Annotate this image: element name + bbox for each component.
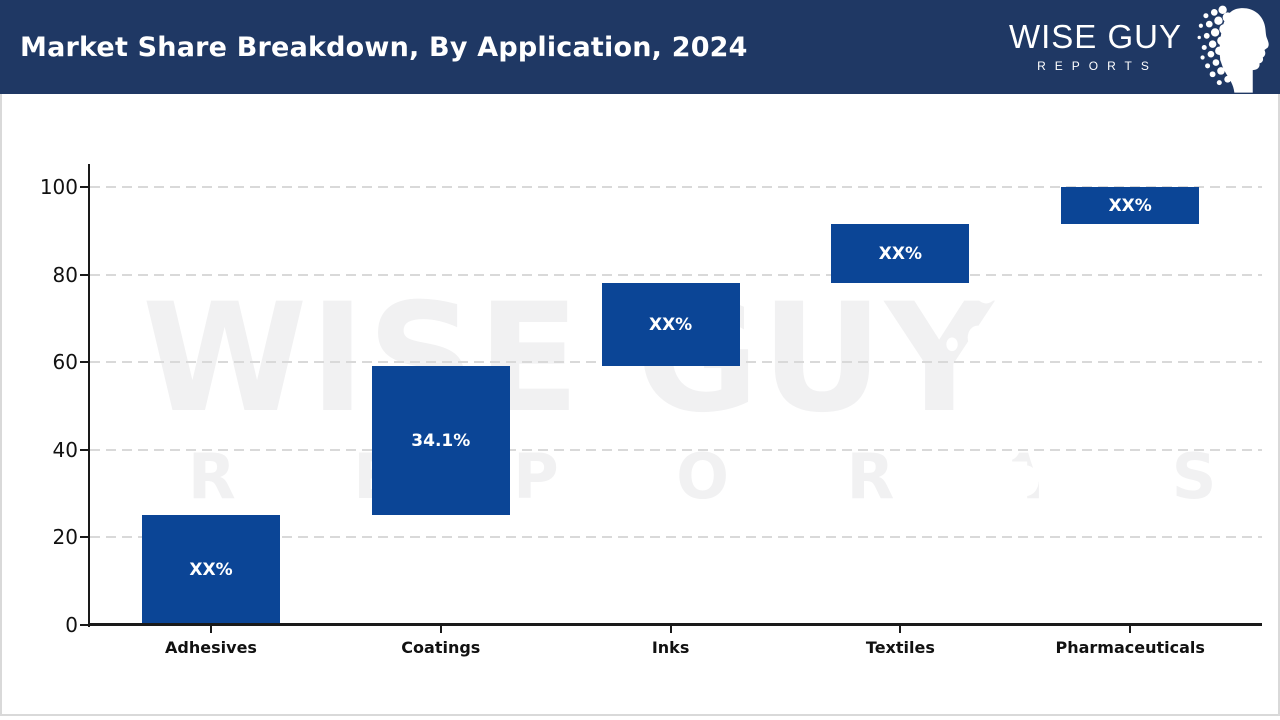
gridline — [90, 448, 1262, 451]
logo-text: WISE GUY REPORTS — [1009, 18, 1182, 73]
gridline — [90, 185, 1262, 188]
logo-wordmark: WISE GUY — [1008, 18, 1182, 55]
watermark-head-icon — [946, 214, 1185, 570]
bar-inks: XX% — [601, 283, 740, 367]
x-axis-tick — [899, 626, 902, 633]
wise-guy-logo: WISE GUY REPORTS — [1009, 0, 1270, 94]
x-axis-tick-label: Adhesives — [165, 638, 257, 657]
x-axis-tick-label: Coatings — [401, 638, 481, 657]
y-axis-tick — [80, 273, 88, 276]
logo-subtext: REPORTS — [1037, 59, 1158, 73]
x-axis-tick-label: Pharmaceuticals — [1055, 638, 1205, 657]
bar-value-label: XX% — [1108, 195, 1152, 216]
y-axis-tick-label: 40 — [52, 437, 78, 462]
watermark-wordmark: WISE GUY — [142, 272, 996, 446]
y-axis-tick — [80, 185, 88, 188]
y-axis-tick-label: 0 — [65, 613, 78, 637]
bar-coatings: 34.1% — [371, 366, 510, 516]
bar-value-label: XX% — [189, 560, 233, 581]
y-axis-tick — [80, 624, 88, 626]
x-axis-tick-label: Inks — [651, 638, 690, 657]
bar-value-label: XX% — [878, 243, 923, 264]
page-title: Market Share Breakdown, By Application, … — [20, 31, 748, 63]
header-bar: Market Share Breakdown, By Application, … — [0, 0, 1280, 94]
y-axis-line — [88, 164, 90, 627]
y-axis-tick-label: 20 — [52, 525, 78, 550]
bar-adhesives: XX% — [142, 515, 280, 625]
y-axis-tick-label: 60 — [52, 350, 78, 375]
y-axis-tick — [80, 448, 88, 451]
y-axis-tick — [80, 361, 88, 364]
y-axis-tick-label: 100 — [39, 174, 78, 199]
bar-value-label: XX% — [648, 314, 693, 335]
y-axis-tick-label: 80 — [52, 262, 78, 287]
x-axis-tick-label: Textiles — [865, 638, 935, 657]
x-axis-tick — [669, 626, 672, 633]
x-axis-tick — [210, 626, 212, 633]
gridline — [90, 273, 1262, 276]
bar-textiles: XX% — [831, 224, 970, 284]
head-profile-icon — [1197, 5, 1269, 93]
x-axis-line — [88, 623, 1262, 626]
x-axis-tick — [1129, 626, 1132, 633]
x-axis-tick — [439, 626, 442, 633]
bar-pharmaceuticals: XX% — [1061, 186, 1200, 225]
y-axis-tick — [80, 536, 88, 539]
bar-value-label: 34.1% — [411, 430, 471, 451]
gridline — [90, 536, 1262, 539]
